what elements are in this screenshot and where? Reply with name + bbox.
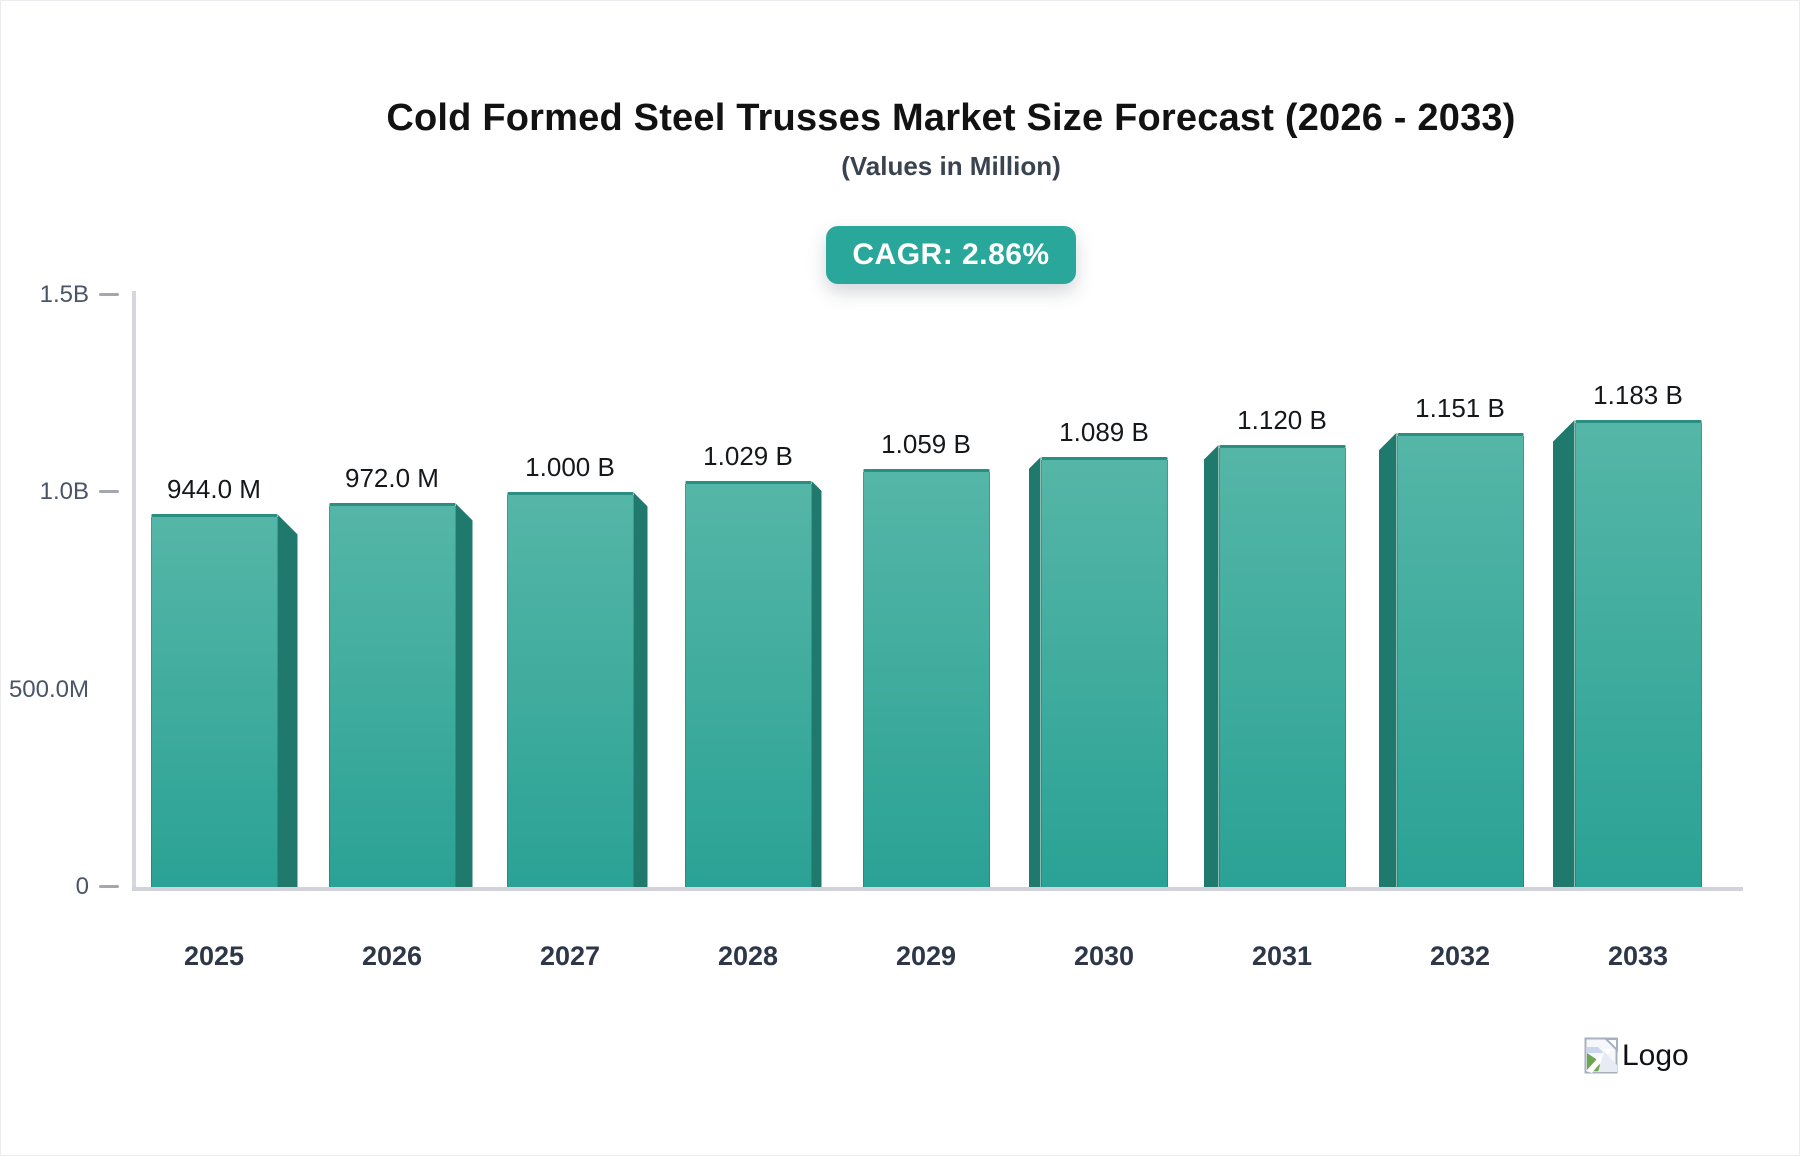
bar-value-label-2031: 1.120 B — [1237, 404, 1327, 435]
bar-2026 — [328, 503, 456, 887]
bar-side-face-2027 — [633, 492, 648, 887]
x-axis-baseline — [132, 887, 1743, 891]
x-axis-label-2025: 2025 — [183, 941, 245, 971]
bar-2031 — [1218, 444, 1346, 887]
x-axis-label-2031: 2031 — [1251, 941, 1313, 971]
bar-side-face-2030 — [1028, 457, 1041, 887]
logo: Logo — [1584, 1037, 1689, 1075]
bar-2025 — [150, 514, 278, 887]
y-axis-line — [132, 291, 136, 891]
bar-side-face-2033 — [1552, 420, 1575, 887]
x-axis-label-2028: 2028 — [717, 941, 779, 971]
bar-value-label-2033: 1.183 B — [1593, 380, 1683, 411]
y-axis-tick-label: 0 — [75, 873, 89, 900]
bar-value-label-2028: 1.029 B — [703, 440, 793, 471]
x-axis-label-2027: 2027 — [539, 941, 601, 971]
bar-side-face-2032 — [1378, 432, 1397, 887]
bar-value-label-2032: 1.151 B — [1415, 392, 1505, 423]
y-axis-tick-mark — [99, 293, 119, 296]
y-axis-tick-label: 500.0M — [8, 675, 89, 703]
logo-text: Logo — [1622, 1039, 1689, 1072]
x-axis-label-2032: 2032 — [1429, 941, 1491, 971]
y-axis-tick-label: 1.0B — [39, 478, 89, 506]
bar-2030 — [1040, 457, 1168, 887]
chart-subtitle: (Values in Million) — [841, 151, 1061, 181]
bar-value-label-2029: 1.059 B — [881, 429, 971, 460]
y-axis-tick-mark — [99, 490, 119, 494]
bar-side-face-2026 — [455, 503, 473, 887]
x-axis-label-2030: 2030 — [1073, 941, 1135, 971]
bar-2028 — [684, 480, 812, 887]
chart-title: Cold Formed Steel Trusses Market Size Fo… — [386, 97, 1516, 139]
bar-value-label-2026: 972.0 M — [345, 463, 439, 494]
bar-side-face-2028 — [811, 480, 822, 887]
logo-broken-image-icon — [1584, 1037, 1618, 1074]
bar-2033 — [1574, 420, 1702, 887]
x-axis-label-2026: 2026 — [361, 941, 423, 971]
bar-value-label-2027: 1.000 B — [525, 452, 615, 483]
bar-value-label-2025: 944.0 M — [167, 474, 261, 505]
bar-side-face-2025 — [277, 514, 298, 887]
x-axis-label-2033: 2033 — [1607, 941, 1669, 971]
bar-value-label-2030: 1.089 B — [1059, 417, 1149, 448]
bar-2029 — [862, 469, 990, 887]
y-axis-tick-label: 1.5B — [39, 281, 89, 308]
y-axis-tick-mark — [99, 885, 119, 888]
cagr-badge: CAGR: 2.86% — [826, 226, 1076, 284]
bar-side-face-2031 — [1203, 444, 1219, 887]
cagr-badge-row: CAGR: 2.86% — [101, 226, 1799, 284]
x-axis-label-2029: 2029 — [895, 941, 957, 971]
bar-2027 — [506, 492, 634, 887]
bar-2032 — [1396, 432, 1524, 887]
